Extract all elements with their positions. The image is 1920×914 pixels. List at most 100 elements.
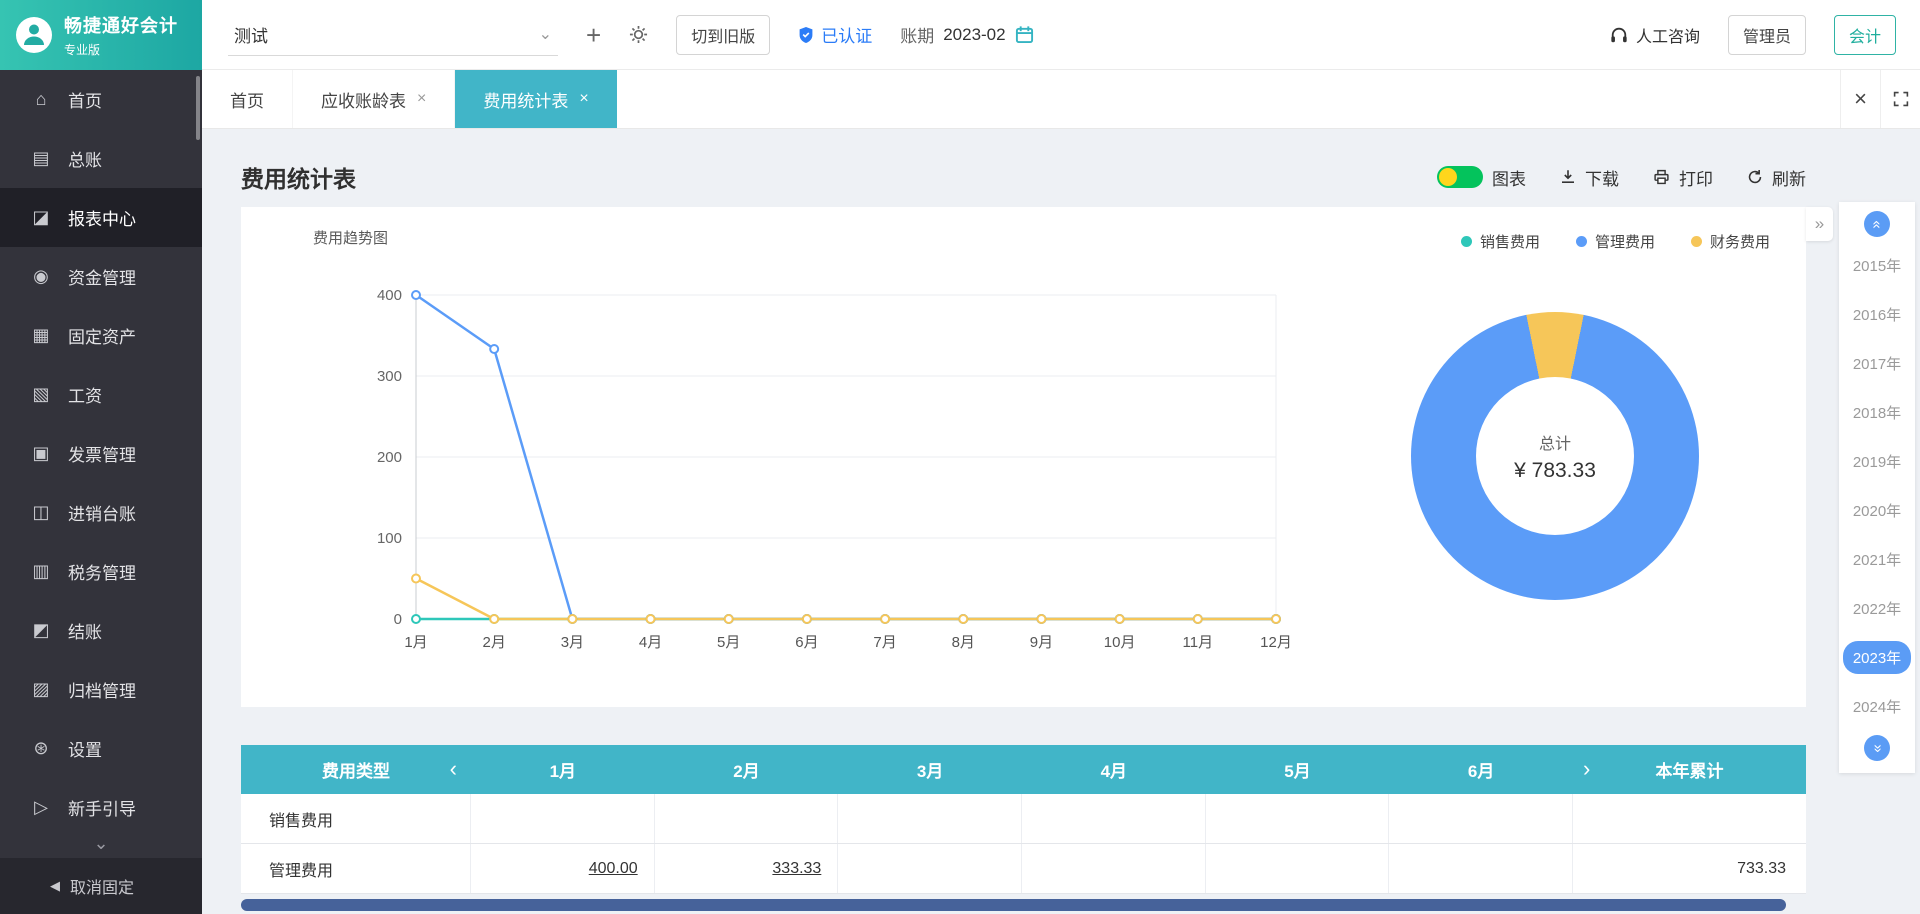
year-label: 2019年 xyxy=(1852,454,1902,471)
admin-button[interactable]: 管理员 xyxy=(1727,14,1806,55)
sidebar-item-label: 总账 xyxy=(68,151,102,170)
guide-icon: ▷ xyxy=(34,797,48,817)
print-icon xyxy=(1654,169,1669,185)
year-item[interactable]: 2021年 xyxy=(1853,535,1901,584)
svg-text:3月: 3月 xyxy=(561,634,584,651)
table-cell xyxy=(655,794,839,843)
switch-old-version-button[interactable]: 切到旧版 xyxy=(676,14,771,55)
svg-text:9月: 9月 xyxy=(1030,634,1053,651)
year-item[interactable]: 2023年 xyxy=(1842,633,1912,682)
sidebar-item-archive-management[interactable]: ▨ 归档管理 xyxy=(0,660,202,719)
add-account-button[interactable]: + xyxy=(586,19,602,50)
invoice-icon: ▣ xyxy=(32,443,50,463)
next-months-button[interactable]: › xyxy=(1583,755,1591,781)
close-all-tabs-button[interactable]: × xyxy=(1840,70,1880,128)
table-row: 管理费用 400.00 333.33 733.33 xyxy=(241,844,1806,894)
download-icon xyxy=(1562,170,1574,183)
donut-chart: 总计 ¥ 783.33 xyxy=(1411,312,1699,600)
table-cell xyxy=(1206,844,1390,893)
year-item[interactable]: 2024年 xyxy=(1853,682,1901,731)
close-icon[interactable]: × xyxy=(579,90,589,107)
fund-icon: ◉ xyxy=(33,266,49,286)
expense-trend-line-chart: 0 100 200 300 400 1月 2月 3月 4月 5月 6月 7月 8月 9月 10月 11月 12月 xyxy=(377,287,1292,651)
unpin-sidebar-button[interactable]: ◀ 取消固定 xyxy=(0,858,202,914)
period-value[interactable]: 2023-02 xyxy=(943,24,1006,44)
sidebar-item-settings[interactable]: ⊛ 设置 xyxy=(0,719,202,778)
svg-text:1月: 1月 xyxy=(404,634,427,651)
year-scroll-up-button[interactable]: « xyxy=(1864,211,1890,237)
report-icon: ◪ xyxy=(32,207,50,227)
svg-text:10月: 10月 xyxy=(1104,634,1136,651)
sidebar-item-tax-management[interactable]: ▥ 税务管理 xyxy=(0,542,202,601)
year-label: 2024年 xyxy=(1852,699,1902,716)
certified-badge[interactable]: 已认证 xyxy=(798,22,872,47)
account-name: 测试 xyxy=(234,26,268,46)
svg-text:12月: 12月 xyxy=(1260,634,1292,651)
sidebar-item-fixed-assets[interactable]: ▦ 固定资产 xyxy=(0,306,202,365)
sidebar: ⌂ 首页 ▤ 总账 ◪ 报表中心 ◉ 资金管理 ▦ 固定资产 ▧ 工资 xyxy=(0,70,202,914)
sidebar-item-fund-management[interactable]: ◉ 资金管理 xyxy=(0,247,202,306)
year-item[interactable]: 2020年 xyxy=(1853,486,1901,535)
download-button[interactable]: 下载 xyxy=(1560,165,1619,190)
sidebar-item-inventory-ledger[interactable]: ◫ 进销台账 xyxy=(0,483,202,542)
sidebar-item-closing[interactable]: ◩ 结账 xyxy=(0,601,202,660)
accountant-button[interactable]: 会计 xyxy=(1833,14,1896,55)
sidebar-item-partial[interactable]: ◇ 好会员 xyxy=(0,837,202,858)
fullscreen-button[interactable] xyxy=(1880,70,1920,128)
year-item[interactable]: 2017年 xyxy=(1853,339,1901,388)
refresh-button[interactable]: 刷新 xyxy=(1747,165,1806,190)
print-button[interactable]: 打印 xyxy=(1653,165,1713,190)
chart-toggle-label: 图表 xyxy=(1492,169,1526,189)
chart-toggle[interactable] xyxy=(1437,166,1483,188)
sidebar-scroll-down-icon[interactable]: ⌄ xyxy=(93,833,109,853)
brand-title: 畅捷通好会计 xyxy=(64,16,178,36)
gear-icon[interactable] xyxy=(629,22,648,48)
horizontal-scrollbar[interactable] xyxy=(241,899,1786,911)
table-cell xyxy=(1022,844,1206,893)
expense-table: 费用类型 ‹ 1月 2月 3月 4月 5月 6月 › 本年累计 销售费用 管理费用 400.0… xyxy=(241,745,1806,894)
account-select[interactable]: 测试 ⌄ xyxy=(228,14,558,56)
sidebar-item-label: 设置 xyxy=(68,741,102,760)
year-item[interactable]: 2018年 xyxy=(1853,388,1901,437)
line-chart-title: 费用趋势图 xyxy=(313,230,389,247)
sidebar-scrollbar[interactable] xyxy=(196,76,200,140)
sidebar-item-report-center[interactable]: ◪ 报表中心 xyxy=(0,188,202,247)
sidebar-item-general-ledger[interactable]: ▤ 总账 xyxy=(0,129,202,188)
year-item[interactable]: 2015年 xyxy=(1853,241,1901,290)
year-item[interactable]: 2019年 xyxy=(1853,437,1901,486)
table-header-month: 1月 xyxy=(549,762,577,781)
legend-item[interactable]: 销售费用 xyxy=(1460,231,1540,252)
sidebar-item-home[interactable]: ⌂ 首页 xyxy=(0,70,202,129)
close-icon[interactable]: × xyxy=(417,90,427,107)
year-item[interactable]: 2016年 xyxy=(1853,290,1901,339)
calendar-icon[interactable] xyxy=(1015,25,1034,44)
cell-value-link[interactable]: 333.33 xyxy=(772,859,822,877)
archive-icon: ▨ xyxy=(32,679,50,699)
collapse-year-panel-button[interactable]: » xyxy=(1806,207,1833,241)
cell-value-link[interactable]: 400.00 xyxy=(588,859,638,877)
settings-icon: ⊛ xyxy=(33,738,49,758)
app-logo: 畅捷通好会计 专业版 xyxy=(0,0,202,70)
legend-label: 销售费用 xyxy=(1479,234,1540,251)
table-row: 销售费用 xyxy=(241,794,1806,844)
legend-item[interactable]: 管理费用 xyxy=(1575,231,1655,252)
svg-text:7月: 7月 xyxy=(873,634,896,651)
year-label: 2023年 xyxy=(1842,641,1912,674)
asset-icon: ▦ xyxy=(32,325,50,345)
tab-home[interactable]: 首页 xyxy=(202,70,293,128)
year-item[interactable]: 2022年 xyxy=(1853,584,1901,633)
sidebar-item-payroll[interactable]: ▧ 工资 xyxy=(0,365,202,424)
table-cell xyxy=(1206,794,1390,843)
tab-expense-stats[interactable]: 费用统计表 × xyxy=(455,70,617,128)
consult-button[interactable]: 人工咨询 xyxy=(1610,23,1700,47)
sidebar-item-beginner-guide[interactable]: ▷ 新手引导 xyxy=(0,778,202,837)
prev-months-button[interactable]: ‹ xyxy=(449,755,457,781)
legend-dot xyxy=(1575,236,1587,247)
shield-icon xyxy=(799,26,813,43)
svg-text:2月: 2月 xyxy=(483,634,506,651)
sidebar-item-invoice-management[interactable]: ▣ 发票管理 xyxy=(0,424,202,483)
legend-item[interactable]: 财务费用 xyxy=(1690,231,1770,252)
year-scroll-down-button[interactable]: « xyxy=(1864,735,1890,761)
tab-aging-report[interactable]: 应收账龄表 × xyxy=(293,70,456,128)
table-header-month: 5月 xyxy=(1284,762,1311,781)
